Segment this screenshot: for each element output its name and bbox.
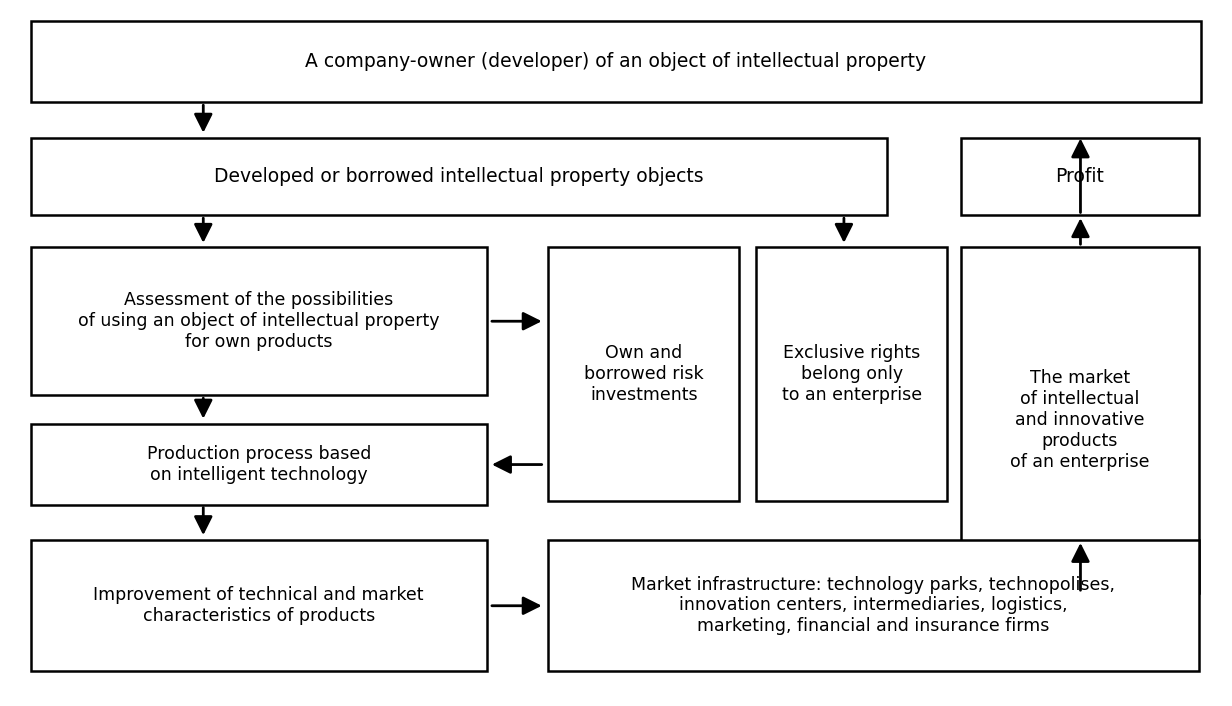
Bar: [31, 138, 887, 215]
Text: Profit: Profit: [1056, 167, 1104, 186]
Bar: [31, 540, 487, 671]
Bar: [548, 540, 1199, 671]
Text: Assessment of the possibilities
of using an object of intellectual property
for : Assessment of the possibilities of using…: [78, 292, 440, 351]
Text: The market
of intellectual
and innovative
products
of an enterprise: The market of intellectual and innovativ…: [1010, 369, 1149, 471]
Bar: [31, 424, 487, 505]
Bar: [548, 247, 739, 501]
Bar: [961, 138, 1199, 215]
Text: Market infrastructure: technology parks, technopolises,
innovation centers, inte: Market infrastructure: technology parks,…: [632, 575, 1115, 635]
Bar: [31, 21, 1201, 102]
Text: A company-owner (developer) of an object of intellectual property: A company-owner (developer) of an object…: [306, 52, 926, 71]
Bar: [756, 247, 947, 501]
Bar: [31, 247, 487, 395]
Text: Developed or borrowed intellectual property objects: Developed or borrowed intellectual prope…: [214, 167, 703, 186]
Text: Production process based
on intelligent technology: Production process based on intelligent …: [147, 445, 371, 484]
Bar: [961, 247, 1199, 593]
Text: Exclusive rights
belong only
to an enterprise: Exclusive rights belong only to an enter…: [782, 345, 922, 404]
Text: Own and
borrowed risk
investments: Own and borrowed risk investments: [584, 345, 703, 404]
Text: Improvement of technical and market
characteristics of products: Improvement of technical and market char…: [94, 586, 424, 625]
